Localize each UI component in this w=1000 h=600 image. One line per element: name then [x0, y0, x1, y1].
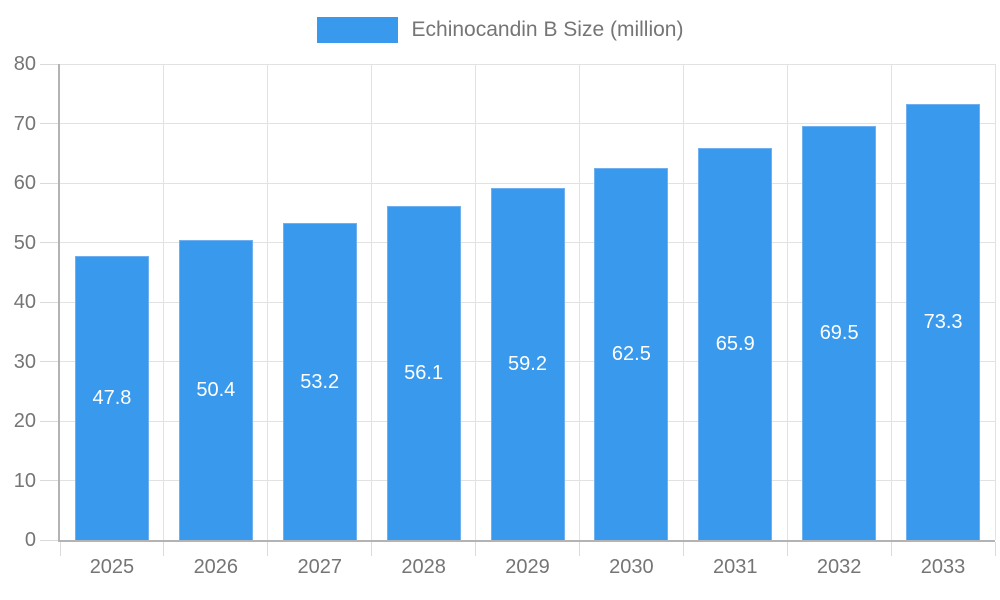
bar: 73.3: [906, 103, 981, 540]
bar: 47.8: [74, 255, 149, 540]
x-axis-tick: [578, 542, 580, 556]
x-tick-label: 2031: [713, 556, 758, 578]
x-tick-label: 2026: [193, 556, 239, 578]
y-axis-tick: [40, 242, 60, 243]
y-tick-label: 50: [13, 231, 36, 254]
v-gridline: [786, 64, 788, 540]
legend: Echinocandin B Size (million): [0, 17, 1000, 43]
y-tick-label: 0: [24, 529, 36, 551]
legend-swatch: [316, 17, 398, 43]
bar-value-label: 73.3: [923, 310, 963, 333]
v-gridline: [475, 64, 477, 540]
y-axis-tick: [40, 539, 60, 541]
bar: 50.4: [178, 240, 253, 540]
y-axis-tick: [40, 361, 60, 362]
bar-value-label: 56.1: [404, 362, 444, 385]
x-tick-label: 2029: [505, 556, 550, 578]
v-gridline: [994, 64, 996, 540]
y-axis-line: [58, 64, 60, 542]
x-axis-tick: [475, 542, 477, 556]
x-tick-label: 2030: [609, 556, 654, 578]
v-gridline: [682, 64, 684, 540]
bar-value-label: 59.2: [508, 352, 547, 375]
y-axis-tick: [40, 301, 60, 303]
bar-value-label: 69.5: [819, 322, 859, 345]
bar-value-label: 50.4: [196, 379, 236, 402]
bar: 62.5: [594, 168, 669, 540]
bar: 56.1: [386, 206, 461, 540]
y-axis-tick: [40, 420, 60, 422]
bar-value-label: 62.5: [611, 343, 651, 366]
plot-area: 47.8 50.4 53.2 56.1 59.2 62.5 65.9 69.5 73.3: [60, 64, 995, 540]
x-axis-tick: [786, 542, 788, 556]
bar: 53.2: [282, 223, 357, 540]
bar: 69.5: [802, 126, 877, 540]
bar-value-label: 65.9: [715, 332, 755, 355]
bar-value-label: 47.8: [92, 386, 132, 409]
y-axis-tick: [40, 480, 60, 481]
x-axis-tick: [994, 542, 996, 556]
h-gridline: [60, 182, 995, 184]
y-tick-label: 10: [13, 469, 36, 492]
v-gridline: [371, 64, 373, 540]
y-tick-label: 70: [13, 112, 36, 135]
v-gridline: [890, 64, 892, 540]
x-tick-label: 2027: [297, 556, 342, 578]
x-axis-tick: [682, 542, 684, 556]
x-tick-label: 2025: [89, 556, 135, 578]
y-tick-label: 20: [13, 410, 36, 432]
v-gridline: [578, 64, 580, 540]
x-tick-label: 2032: [816, 556, 862, 578]
x-axis-tick: [890, 542, 892, 556]
x-tick-label: 2033: [920, 556, 966, 578]
legend-label: Echinocandin B Size (million): [411, 18, 684, 41]
legend-item[interactable]: Echinocandin B Size (million): [316, 17, 684, 43]
h-gridline: [60, 63, 995, 65]
y-tick-label: 60: [13, 172, 36, 194]
x-axis-line: [58, 540, 995, 542]
x-tick-label: 2028: [401, 556, 446, 578]
y-tick-label: 80: [13, 53, 36, 75]
y-tick-label: 40: [13, 291, 36, 313]
y-axis-tick: [40, 123, 60, 124]
bar: 65.9: [698, 147, 773, 540]
x-axis-tick: [267, 542, 269, 556]
x-axis-tick: [371, 542, 373, 556]
bar-value-label: 53.2: [300, 370, 340, 393]
h-gridline: [60, 123, 995, 124]
y-axis-tick: [40, 63, 60, 65]
v-gridline: [163, 64, 165, 540]
y-tick-label: 30: [13, 350, 36, 373]
bar: 59.2: [490, 187, 565, 540]
x-axis-tick: [163, 542, 165, 556]
x-axis-tick: [59, 542, 61, 556]
y-axis-tick: [40, 182, 60, 184]
v-gridline: [267, 64, 269, 540]
